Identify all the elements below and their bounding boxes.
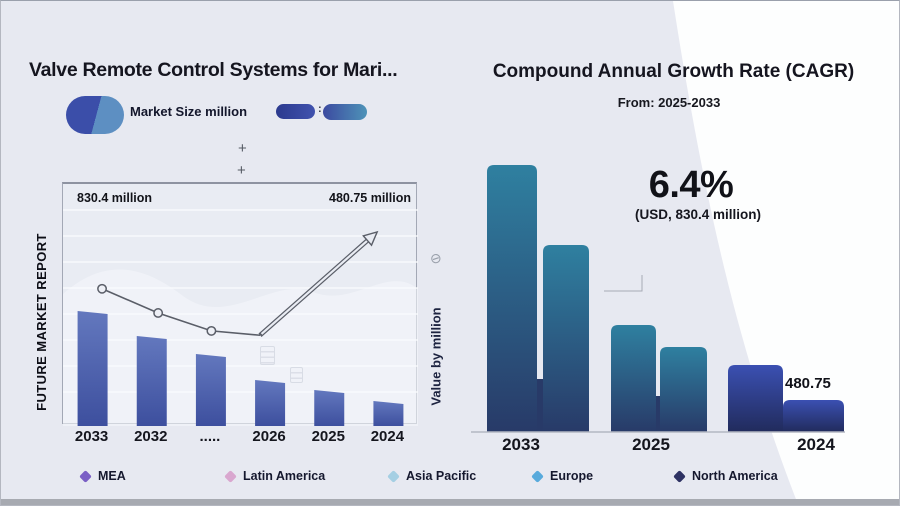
x-axis-tick-label: 2025 <box>311 428 345 445</box>
x-axis-tick-label: 2025 <box>632 435 670 454</box>
x-axis-tick-label: 2024 <box>370 428 405 445</box>
x-axis-tick-label: 2032 <box>134 428 168 445</box>
legend-item-asia-pacific: Asia Pacific <box>387 468 477 484</box>
ratio-separator: : <box>318 103 322 115</box>
diamond-icon <box>224 469 237 483</box>
market-size-capsule-icon <box>66 96 124 134</box>
ratio-pill-left-icon <box>276 104 315 119</box>
market-size-chart <box>62 182 418 426</box>
ghost-document-icon <box>260 346 275 365</box>
cagr-note: (USD, 830.4 million) <box>634 207 762 222</box>
diamond-icon <box>531 469 544 483</box>
x-axis-tick-label: 2026 <box>252 428 286 445</box>
y-axis-label: Value by million <box>428 307 444 406</box>
cagr-value: 6.4% <box>648 164 734 206</box>
diamond-icon <box>673 469 686 483</box>
ghost-document-icon <box>290 367 303 383</box>
legend-label: Europe <box>550 469 594 483</box>
market-size-chart-canvas <box>63 209 418 426</box>
legend-item-europe: Europe <box>531 468 594 484</box>
x-axis-tick-label: ..... <box>199 428 221 445</box>
x-axis-tick-label: 2024 <box>797 435 835 454</box>
legend-item-north-america: North America <box>673 468 778 484</box>
legend-label: Latin America <box>243 469 326 483</box>
legend-item-latin-america: Latin America <box>224 468 326 484</box>
legend-label: Asia Pacific <box>406 469 477 483</box>
diamond-icon <box>79 469 92 483</box>
chart-value-label-2033: 830.4 million <box>77 191 153 205</box>
watermark-text: FUTURE MARKET REPORT <box>34 233 49 411</box>
diamond-icon <box>387 469 400 483</box>
legend-label: MEA <box>98 469 126 483</box>
bar-value-annotation: 480.75 <box>785 375 831 392</box>
x-axis-tick-label: 2033 <box>502 435 540 454</box>
plus-decoration-icon: + <box>238 140 247 157</box>
chart-value-label-2024: 480.75 million <box>329 191 411 205</box>
x-axis-tick-label: 2033 <box>74 428 109 445</box>
market-size-legend-label: Market Size million <box>130 104 248 119</box>
cagr-title: Compound Annual Growth Rate (CAGR) <box>492 61 855 82</box>
legend-item-mea: MEA <box>79 468 126 484</box>
left-chart-title: Valve Remote Control Systems for Mari... <box>29 59 398 81</box>
cagr-chart-canvas <box>471 165 845 433</box>
legend-label: North America <box>692 469 778 483</box>
circled-minus-icon: ⊖ <box>427 248 444 268</box>
ratio-pill-right-icon <box>323 104 367 120</box>
bottom-border-strip <box>1 499 899 505</box>
cagr-subtitle: From: 2025-2033 <box>617 95 721 110</box>
plus-decoration-icon: + <box>237 162 246 179</box>
